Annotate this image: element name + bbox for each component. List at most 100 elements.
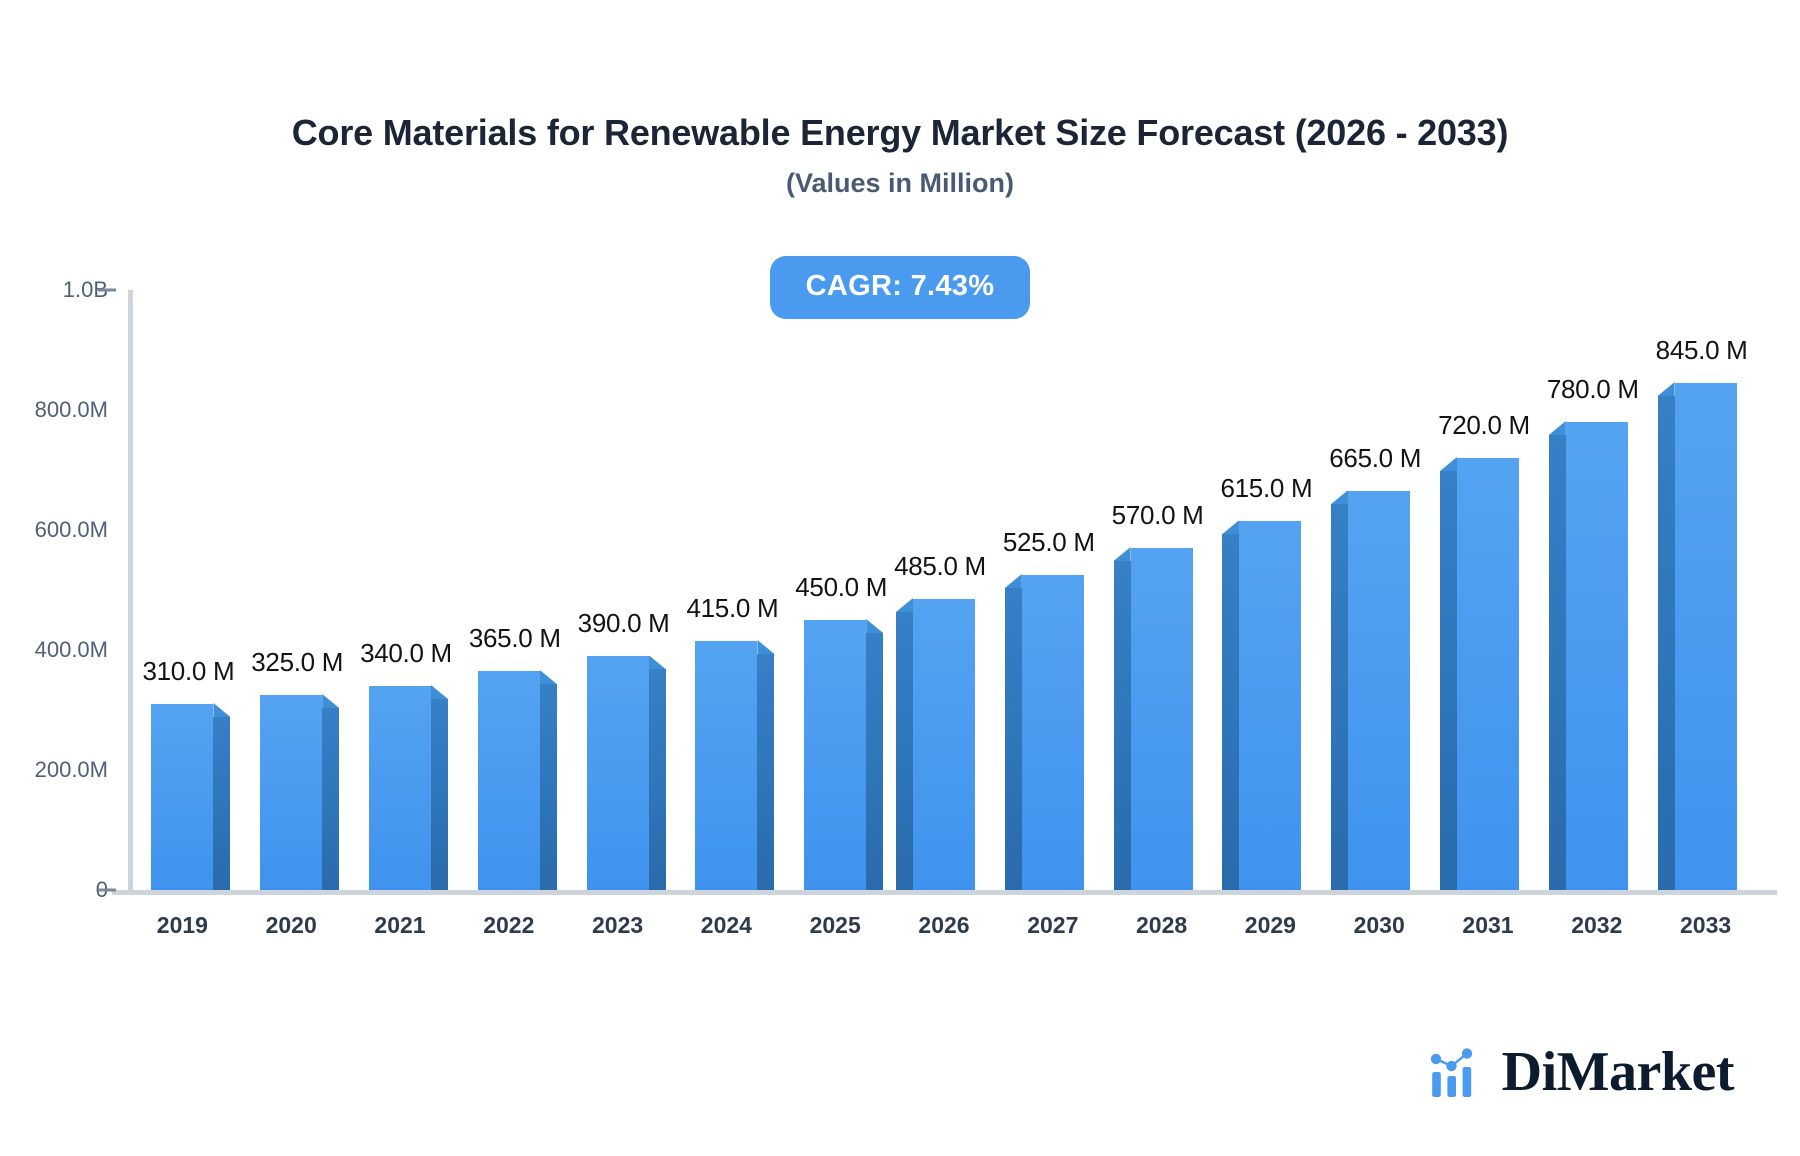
bar-side-face: [322, 708, 340, 890]
cagr-badge-container: CAGR: 7.43%: [0, 256, 1800, 319]
bar-front-face: [1348, 491, 1411, 890]
x-axis-tick-label: 2019: [156, 912, 208, 938]
bar[interactable]: [477, 670, 557, 890]
bar-value-label: 340.0 M: [360, 638, 452, 668]
bar-value-label: 780.0 M: [1546, 374, 1639, 404]
bar-top-bevel: [322, 694, 340, 708]
bar-value-label: 485.0 M: [894, 551, 986, 581]
y-axis-tick-mark: [98, 888, 116, 892]
bar-value-label: 450.0 M: [795, 572, 888, 602]
bar-front-face: [1565, 422, 1628, 890]
bar[interactable]: [1440, 457, 1519, 890]
y-axis-tick-label: 0: [0, 877, 108, 903]
x-axis-tick-label: 2026: [918, 912, 970, 938]
cagr-badge: CAGR: 7.43%: [769, 256, 1031, 319]
bar-top-bevel: [431, 685, 448, 699]
bar-value-label: 615.0 M: [1220, 473, 1313, 503]
bar-front-face: [1239, 521, 1302, 890]
x-axis-tick-label: 2028: [1136, 912, 1188, 938]
bar-side-face: [866, 633, 884, 890]
bar-value-label: 525.0 M: [1002, 527, 1095, 557]
bar-side-face: [431, 699, 448, 890]
x-axis-tick-label: 2033: [1680, 912, 1732, 938]
bar-top-bevel: [213, 703, 231, 717]
bar-front-face: [369, 686, 431, 890]
x-axis-tick-label: 2025: [809, 912, 861, 938]
bar[interactable]: [1548, 421, 1628, 890]
bar[interactable]: [896, 598, 975, 890]
page-title: Core Materials for Renewable Energy Mark…: [291, 112, 1509, 153]
bar-side-face: [1440, 471, 1457, 890]
plot-area: [128, 290, 1760, 890]
bar[interactable]: [804, 619, 884, 890]
bar-top-bevel: [539, 670, 557, 684]
y-axis-tick-label: 600.0M: [34, 517, 108, 542]
bar-front-face: [1674, 383, 1737, 890]
x-axis-tick-label: 2027: [1027, 912, 1079, 938]
bar-value-label: 720.0 M: [1438, 410, 1530, 440]
bar-side-face: [213, 717, 231, 890]
bar[interactable]: [369, 685, 448, 890]
bar-front-face: [151, 704, 214, 890]
bar-value-label: 325.0 M: [251, 647, 344, 677]
bar-front-face: [1130, 548, 1193, 890]
bar-top-bevel: [1222, 520, 1240, 534]
bar-chart-dots-icon: [1430, 1048, 1472, 1097]
x-axis-tick-label: 2029: [1244, 912, 1296, 938]
bar-top-bevel: [1440, 457, 1457, 471]
y-axis-tick-label: 800.0M: [34, 397, 108, 422]
bar-side-face: [1113, 561, 1131, 890]
bar[interactable]: [695, 640, 775, 890]
bar-value-label: 415.0 M: [686, 593, 779, 623]
bar[interactable]: [1222, 520, 1302, 890]
y-axis-line: [128, 290, 133, 890]
bar-front-face: [695, 641, 758, 890]
bar-side-face: [648, 669, 666, 890]
bar-value-label: 310.0 M: [142, 656, 235, 686]
x-axis-tick-label: 2023: [592, 912, 644, 938]
bar-side-face: [1657, 396, 1675, 890]
bar-value-label: 365.0 M: [468, 623, 561, 653]
bar-side-face: [1222, 534, 1240, 890]
bar[interactable]: [1331, 490, 1411, 890]
bar-side-face: [1548, 435, 1566, 890]
bar-top-bevel: [866, 619, 884, 633]
x-axis-tick-label: 2031: [1462, 912, 1514, 938]
x-axis-tick-label: 2020: [265, 912, 317, 938]
y-axis-tick-label: 1.0B: [62, 277, 108, 302]
bar-top-bevel: [1113, 547, 1131, 561]
bar-front-face: [260, 695, 323, 890]
x-axis-tick-label: 2032: [1571, 912, 1623, 938]
x-axis-line: [112, 890, 1777, 895]
x-axis-tick-label: 2024: [700, 912, 752, 938]
bar-front-face: [1021, 575, 1084, 890]
bar-series: [128, 290, 1760, 890]
bar-front-face: [477, 671, 540, 890]
bar-front-face: [913, 599, 975, 890]
bar-side-face: [757, 654, 775, 890]
bar[interactable]: [151, 703, 231, 890]
chart-subtitle: (Values in Million): [785, 168, 1015, 198]
bar[interactable]: [1657, 382, 1737, 890]
bar-value-label: 665.0 M: [1329, 443, 1422, 473]
bar-value-label: 845.0 M: [1655, 335, 1748, 365]
bar-top-bevel: [1331, 490, 1349, 504]
bar-side-face: [896, 612, 913, 890]
bar[interactable]: [1004, 574, 1084, 890]
y-axis-tick-label: 400.0M: [34, 637, 108, 662]
bar-side-face: [1004, 588, 1022, 890]
bar-top-bevel: [896, 598, 913, 612]
bar-top-bevel: [1657, 382, 1675, 396]
x-axis-tick-label: 2022: [483, 912, 535, 938]
bar[interactable]: [586, 655, 666, 890]
bar-top-bevel: [1004, 574, 1022, 588]
logo-text: DiMarket: [1501, 1041, 1735, 1103]
x-axis-tick-label: 2021: [374, 912, 426, 938]
bar-top-bevel: [1548, 421, 1566, 435]
bar[interactable]: [1113, 547, 1193, 890]
bar-side-face: [539, 684, 557, 890]
bar-value-label: 570.0 M: [1111, 500, 1204, 530]
bar[interactable]: [260, 694, 340, 890]
bar-value-label: 390.0 M: [577, 608, 670, 638]
